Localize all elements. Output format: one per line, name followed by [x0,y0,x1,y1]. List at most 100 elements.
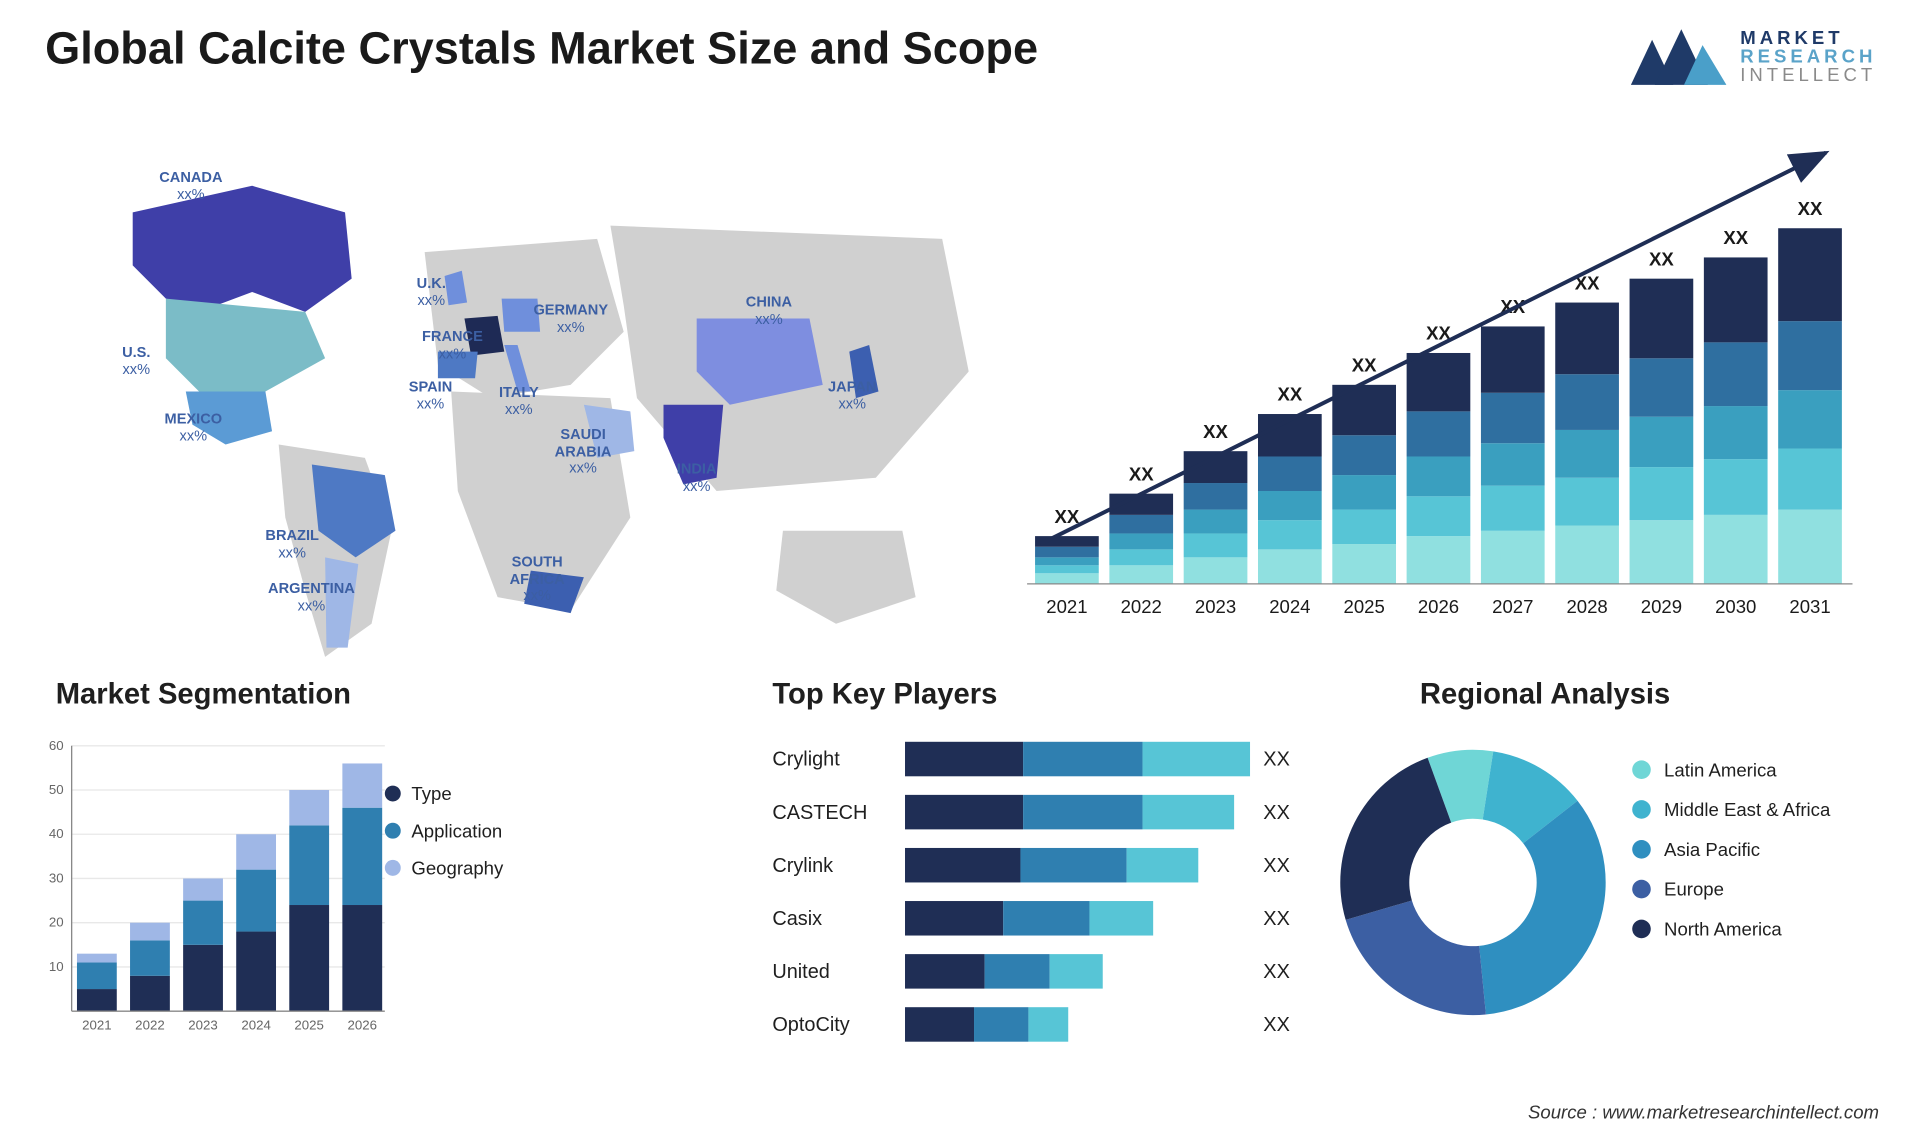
forecast-value-label: XX [1277,384,1302,405]
source-attribution: Source : www.marketresearchintellect.com [1528,1101,1879,1122]
map-label-saudi-arabia: SAUDIARABIAxx% [555,427,612,477]
svg-text:60: 60 [49,738,64,753]
player-row: United XX [772,949,1329,994]
forecast-bar-seg [1481,393,1545,443]
forecast-year-label: 2026 [1418,596,1459,617]
forecast-bar-seg [1630,279,1694,359]
svg-text:2026: 2026 [348,1018,378,1033]
forecast-bar-seg [1555,430,1619,478]
player-value: XX [1263,748,1290,771]
forecast-bar-seg [1258,549,1322,584]
player-row: Crylink XX [772,843,1329,888]
player-value: XX [1263,854,1290,877]
seg-bar-seg [130,940,170,975]
regional-donut [1327,736,1619,1028]
forecast-bar-seg [1555,303,1619,375]
segmentation-legend: TypeApplicationGeography [385,783,503,894]
player-value: XX [1263,960,1290,983]
forecast-year-label: 2021 [1046,596,1087,617]
brand-logo: MARKET RESEARCH INTELLECT [1631,24,1876,88]
forecast-bar-seg [1407,496,1471,536]
svg-text:40: 40 [49,826,64,841]
seg-bar-seg [183,878,223,900]
forecast-year-label: 2031 [1789,596,1830,617]
player-bar [905,795,1250,830]
forecast-bar-seg [1481,443,1545,485]
seg-bar-seg [236,870,276,932]
forecast-year-label: 2024 [1269,596,1310,617]
forecast-bar-seg [1630,467,1694,520]
forecast-bar-seg [1778,228,1842,321]
regional-legend: Latin AmericaMiddle East & AfricaAsia Pa… [1632,759,1830,958]
map-region-usa [166,299,325,392]
seg-bar-seg [289,825,329,905]
seg-legend-item: Application [385,820,503,841]
logo-line-3: INTELLECT [1740,65,1876,84]
map-label-mexico: MEXICOxx% [165,411,223,445]
svg-text:2025: 2025 [294,1018,324,1033]
map-label-south-africa: SOUTHAFRICAxx% [510,555,565,605]
forecast-bar-seg [1778,390,1842,448]
forecast-bar-seg [1332,544,1396,584]
forecast-bar-seg [1630,520,1694,584]
regional-legend-item: Middle East & Africa [1632,799,1830,820]
player-value: XX [1263,801,1290,824]
forecast-bar-seg [1332,435,1396,475]
forecast-value-label: XX [1129,463,1154,484]
forecast-value-label: XX [1649,248,1674,269]
forecast-bar-seg [1778,510,1842,584]
svg-text:2024: 2024 [241,1018,271,1033]
world-map: CANADAxx%U.S.xx%MEXICOxx%BRAZILxx%ARGENT… [40,133,969,664]
forecast-chart: XX2021XX2022XX2023XX2024XX2025XX2026XX20… [1009,133,1885,637]
forecast-value-label: XX [1055,506,1080,527]
forecast-value-label: XX [1203,421,1228,442]
forecast-bar-seg [1035,573,1099,584]
forecast-value-label: XX [1798,198,1823,219]
map-label-france: FRANCExx% [422,329,483,363]
regional-legend-item: Europe [1632,878,1830,899]
player-value: XX [1263,1013,1290,1036]
player-name: United [772,960,905,983]
map-label-spain: SPAINxx% [409,380,453,414]
page-title: Global Calcite Crystals Market Size and … [45,24,1038,76]
forecast-bar-seg [1035,547,1099,558]
forecast-value-label: XX [1352,355,1377,376]
forecast-year-label: 2027 [1492,596,1533,617]
logo-line-1: MARKET [1740,28,1876,47]
forecast-bar-seg [1109,533,1173,549]
player-bar [905,848,1250,883]
forecast-bar-seg [1035,557,1099,565]
forecast-bar-seg [1407,536,1471,584]
forecast-bar-seg [1555,374,1619,430]
player-value: XX [1263,907,1290,930]
map-label-brazil: BRAZILxx% [265,528,319,562]
forecast-bar-seg [1184,483,1248,510]
player-row: CrylightXX [772,736,1329,781]
regional-legend-item: North America [1632,918,1830,939]
player-name: OptoCity [772,1013,905,1036]
seg-bar-seg [289,905,329,1011]
map-region-canada [133,186,352,312]
seg-bar-seg [183,945,223,1011]
map-label-canada: CANADAxx% [159,170,222,204]
seg-bar-seg [130,923,170,941]
seg-bar-seg [77,954,117,963]
seg-bar-seg [183,901,223,945]
forecast-bar-seg [1704,342,1768,406]
forecast-bar-seg [1630,417,1694,467]
seg-bar-seg [77,989,117,1011]
seg-bar-seg [289,790,329,825]
forecast-value-label: XX [1723,227,1748,248]
seg-legend-item: Geography [385,857,503,878]
player-row: CASTECHXX [772,790,1329,835]
segmentation-title: Market Segmentation [56,677,351,712]
forecast-bar-seg [1332,510,1396,545]
svg-text:30: 30 [49,870,64,885]
map-label-italy: ITALYxx% [499,385,539,419]
forecast-year-label: 2030 [1715,596,1756,617]
forecast-bar-seg [1704,406,1768,459]
seg-bar-seg [236,834,276,869]
forecast-bar-seg [1704,515,1768,584]
player-name: Crylink [772,854,905,877]
svg-text:2021: 2021 [82,1018,112,1033]
